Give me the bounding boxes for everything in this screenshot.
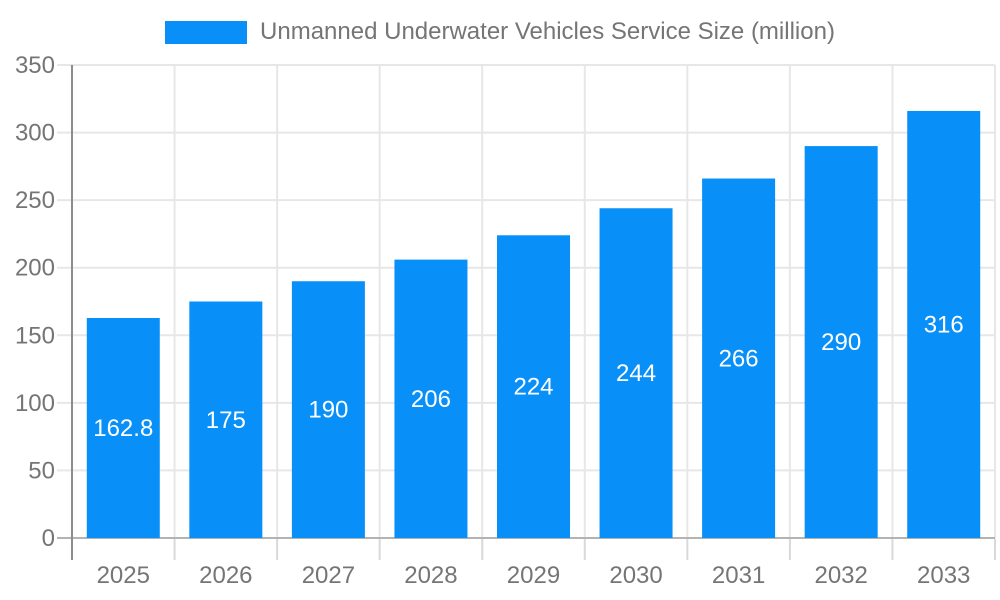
bar-value-label: 290: [821, 329, 861, 356]
bar-value-label: 316: [924, 311, 964, 338]
bar: [702, 178, 776, 538]
legend: Unmanned Underwater Vehicles Service Siz…: [0, 17, 1000, 47]
x-tick-label: 2025: [97, 562, 150, 589]
x-tick-label: 2033: [917, 562, 970, 589]
bar-value-label: 175: [206, 407, 246, 434]
y-tick-label: 50: [28, 457, 55, 484]
legend-label: Unmanned Underwater Vehicles Service Siz…: [260, 18, 835, 45]
bar: [599, 208, 673, 538]
y-tick-label: 0: [42, 525, 55, 552]
bar-value-label: 244: [616, 360, 656, 387]
x-tick-label: 2027: [302, 562, 355, 589]
x-tick-label: 2029: [507, 562, 560, 589]
legend-swatch: [165, 20, 248, 44]
y-tick-label: 350: [15, 52, 55, 79]
y-tick-label: 300: [15, 120, 55, 147]
bar-value-label: 162.8: [93, 415, 153, 442]
bar: [907, 110, 981, 538]
bar: [497, 235, 570, 538]
bar-value-label: 190: [308, 397, 348, 424]
bar: [86, 317, 160, 538]
y-tick-label: 100: [15, 390, 55, 417]
bar-value-label: 206: [411, 386, 451, 413]
x-tick-label: 2028: [404, 562, 457, 589]
x-tick-label: 2030: [609, 562, 662, 589]
bar-value-label: 266: [719, 345, 759, 372]
bar: [189, 301, 263, 538]
bar: [291, 281, 365, 538]
bar: [804, 146, 878, 539]
x-tick-label: 2031: [712, 562, 765, 589]
bar-value-label: 224: [513, 374, 553, 401]
bar: [394, 259, 468, 538]
y-tick-label: 250: [15, 187, 55, 214]
x-tick-label: 2032: [814, 562, 867, 589]
y-tick-label: 200: [15, 255, 55, 282]
y-tick-label: 150: [15, 322, 55, 349]
x-tick-label: 2026: [199, 562, 252, 589]
